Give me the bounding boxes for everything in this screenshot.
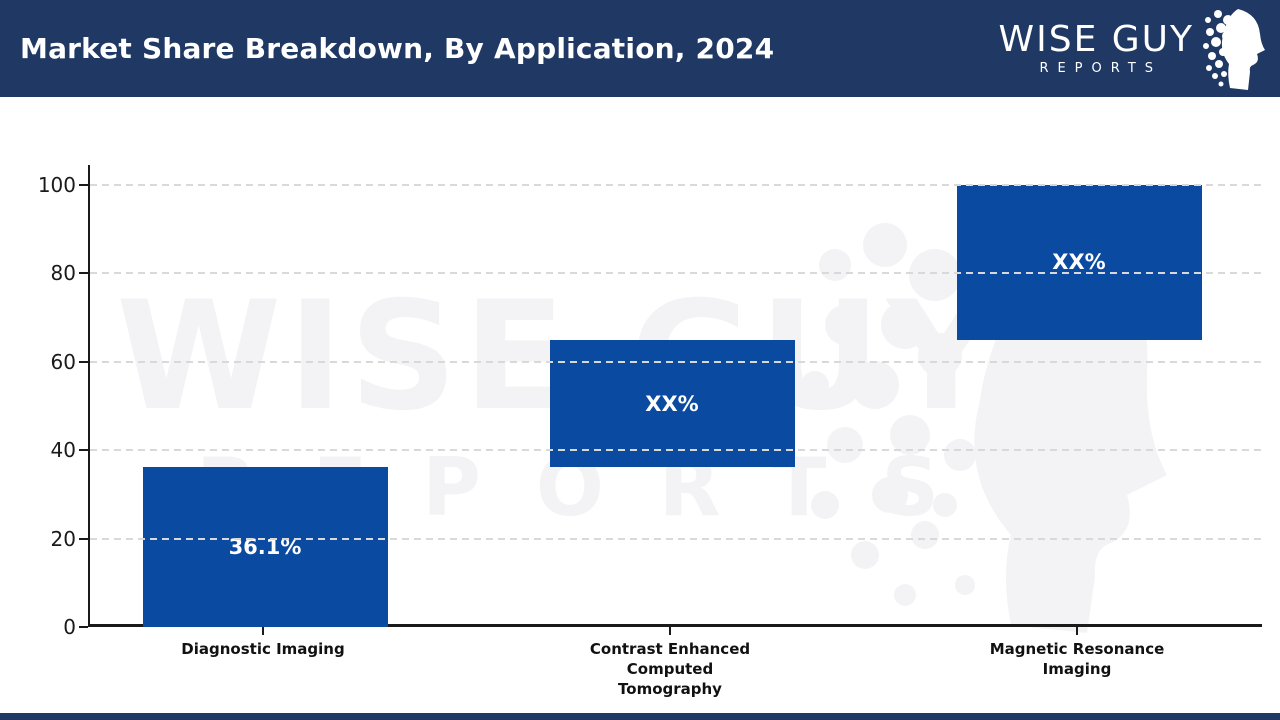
x-tick-mark bbox=[669, 627, 671, 635]
x-category-label: Diagnostic Imaging bbox=[181, 640, 345, 658]
gridline bbox=[90, 537, 1262, 540]
logo-face-icon bbox=[1203, 8, 1265, 90]
y-tick-mark bbox=[79, 360, 88, 363]
bar-value-label: XX% bbox=[645, 391, 699, 416]
y-tick-mark bbox=[79, 537, 88, 540]
y-tick-label: 40 bbox=[50, 438, 76, 463]
logo-brand-text: WISE GUY bbox=[998, 19, 1194, 60]
x-category-label: Magnetic Resonance Imaging bbox=[989, 640, 1165, 678]
logo-sub-text: REPORTS bbox=[1039, 61, 1163, 76]
brand-logo: WISE GUY REPORTS bbox=[999, 6, 1267, 92]
page-title: Market Share Breakdown, By Application, … bbox=[20, 32, 775, 65]
x-tick-mark bbox=[262, 627, 264, 635]
plot-area: 36.1% XX% XX% bbox=[88, 165, 1262, 627]
y-tick-mark bbox=[79, 272, 88, 275]
footer-bar bbox=[0, 713, 1280, 720]
y-tick-mark bbox=[79, 184, 88, 186]
gridline bbox=[90, 272, 1262, 275]
bar-segment: XX% bbox=[956, 185, 1202, 340]
x-category-label: Contrast Enhanced Computed Tomography bbox=[589, 640, 751, 698]
y-tick-label: 60 bbox=[50, 349, 76, 374]
gridline bbox=[90, 184, 1262, 186]
bar-value-label: XX% bbox=[1052, 250, 1106, 275]
x-tick-mark bbox=[1076, 627, 1078, 635]
bar-segment: 36.1% bbox=[142, 467, 388, 627]
y-tick-mark bbox=[79, 449, 88, 452]
y-tick-label: 80 bbox=[50, 261, 76, 286]
y-tick-label: 0 bbox=[63, 615, 76, 639]
y-tick-label: 100 bbox=[37, 173, 76, 197]
gridline bbox=[90, 360, 1262, 363]
y-tick-label: 20 bbox=[50, 526, 76, 551]
y-tick-mark bbox=[79, 626, 88, 628]
gridline bbox=[90, 449, 1262, 452]
header-bar: Market Share Breakdown, By Application, … bbox=[0, 0, 1280, 97]
